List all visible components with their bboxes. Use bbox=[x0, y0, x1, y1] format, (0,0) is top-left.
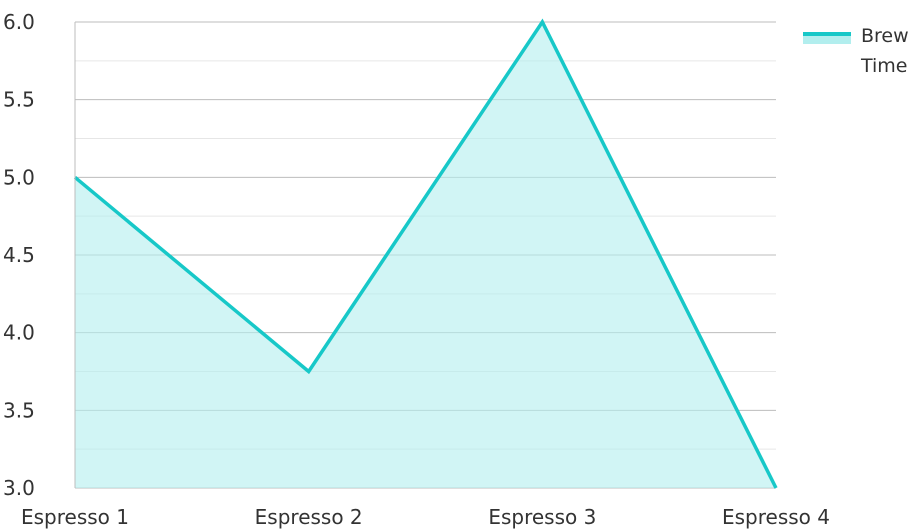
y-tick-label: 3.0 bbox=[3, 476, 35, 500]
x-axis: Espresso 1 Espresso 2 Espresso 3 Espresso 4 bbox=[21, 505, 830, 529]
legend-label-line-1: Brew bbox=[861, 25, 909, 47]
y-tick-label: 4.5 bbox=[3, 243, 35, 267]
series-line-path bbox=[73, 18, 778, 489]
y-axis: 3.0 3.5 4.0 4.5 5.0 5.5 6.0 bbox=[3, 10, 76, 500]
legend-swatch-fill bbox=[803, 34, 851, 44]
legend-label-line-2: Time bbox=[860, 55, 908, 77]
y-tick-label: 6.0 bbox=[3, 10, 35, 34]
series-area bbox=[75, 22, 776, 488]
area-fill bbox=[75, 22, 776, 488]
x-tick-label: Espresso 1 bbox=[21, 505, 129, 529]
x-tick-label: Espresso 3 bbox=[488, 505, 596, 529]
y-tick-label: 5.5 bbox=[3, 88, 35, 112]
series-line bbox=[73, 18, 778, 489]
x-tick-label: Espresso 4 bbox=[722, 505, 830, 529]
y-tick-label: 5.0 bbox=[3, 165, 35, 189]
x-tick-label: Espresso 2 bbox=[255, 505, 363, 529]
y-tick-label: 4.0 bbox=[3, 321, 35, 345]
y-tick-label: 3.5 bbox=[3, 398, 35, 422]
legend: Brew Time bbox=[803, 25, 909, 77]
